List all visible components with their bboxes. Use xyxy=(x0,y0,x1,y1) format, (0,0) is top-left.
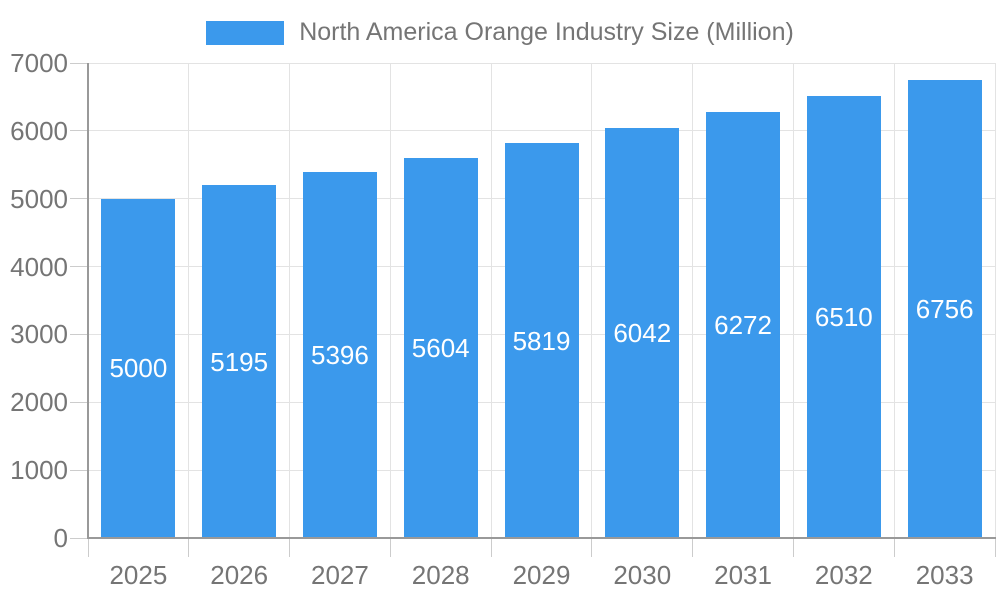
x-axis-tick-label: 2025 xyxy=(109,560,168,590)
y-axis-tick-label: 7000 xyxy=(10,48,68,78)
y-axis-tick xyxy=(70,62,88,64)
x-axis-tick-label: 2031 xyxy=(714,560,772,590)
bar-2032[interactable] xyxy=(806,96,881,538)
y-axis-tick xyxy=(70,537,88,539)
x-axis-tick xyxy=(591,538,593,557)
bar-value-label: 6756 xyxy=(915,293,974,324)
bar-2027[interactable] xyxy=(302,171,377,538)
y-axis-tick-label: 1000 xyxy=(10,455,68,486)
y-axis-line xyxy=(86,63,89,539)
bar-2030[interactable] xyxy=(605,128,680,538)
gridline-vertical xyxy=(792,63,794,538)
x-axis-tick xyxy=(490,538,492,557)
x-axis-tick xyxy=(994,538,996,557)
legend[interactable]: North America Orange Industry Size (Mill… xyxy=(0,18,1000,47)
gridline-vertical xyxy=(893,63,895,538)
x-axis-tick xyxy=(289,538,291,557)
bar-value-label: 5819 xyxy=(512,325,571,356)
y-axis-tick-label: 2000 xyxy=(10,387,68,418)
legend-swatch-icon[interactable] xyxy=(206,20,285,45)
x-axis-tick xyxy=(792,538,794,557)
y-axis-tick-label: 6000 xyxy=(10,115,68,146)
gridline-vertical xyxy=(289,63,291,538)
bar-2029[interactable] xyxy=(504,143,579,538)
x-axis-tick xyxy=(87,538,89,557)
x-axis-tick-label: 2028 xyxy=(411,560,470,590)
x-axis-tick-label: 2026 xyxy=(210,560,269,590)
x-axis-tick xyxy=(893,538,895,557)
bar-2028[interactable] xyxy=(403,157,478,538)
x-axis-tick-label: 2032 xyxy=(814,560,873,590)
bar-value-label: 5604 xyxy=(411,332,470,363)
x-axis-line xyxy=(86,537,996,539)
bar-2025[interactable] xyxy=(101,198,176,538)
gridline-vertical xyxy=(389,63,391,538)
gridline-horizontal xyxy=(88,130,995,132)
legend-label[interactable]: North America Orange Industry Size (Mill… xyxy=(299,18,794,46)
y-axis-tick xyxy=(70,469,88,471)
x-axis-tick xyxy=(188,538,190,557)
y-axis-tick-label: 5000 xyxy=(10,183,68,214)
y-axis-tick xyxy=(70,130,88,132)
y-axis-tick-label: 0 xyxy=(53,523,68,553)
x-axis-tick-label: 2029 xyxy=(512,560,571,590)
x-axis-tick xyxy=(389,538,391,557)
y-axis-tick xyxy=(70,401,88,403)
gridline-vertical xyxy=(591,63,593,538)
gridline-vertical xyxy=(188,63,190,538)
bar-value-label: 5000 xyxy=(109,353,168,384)
x-axis-tick xyxy=(692,538,694,557)
y-axis-tick xyxy=(70,266,88,268)
x-axis-tick-label: 2033 xyxy=(915,560,974,590)
bar-value-label: 6042 xyxy=(613,318,672,348)
bar-2031[interactable] xyxy=(706,112,781,538)
x-axis-tick-label: 2030 xyxy=(613,560,672,590)
y-axis-tick xyxy=(70,198,88,200)
y-axis-tick-label: 4000 xyxy=(10,251,68,282)
bar-value-label: 5396 xyxy=(311,339,369,370)
gridline-vertical xyxy=(692,63,694,538)
bar-2033[interactable] xyxy=(907,79,982,538)
x-axis-tick-label: 2027 xyxy=(311,560,369,590)
y-axis-tick xyxy=(70,333,88,335)
gridline-vertical xyxy=(490,63,492,538)
bar-value-label: 5195 xyxy=(210,346,269,377)
bar-2026[interactable] xyxy=(202,185,277,538)
bar-value-label: 6510 xyxy=(814,302,873,333)
bar-value-label: 6272 xyxy=(714,310,772,341)
gridline-vertical xyxy=(994,63,996,538)
gridline-horizontal xyxy=(88,62,995,64)
y-axis-tick-label: 3000 xyxy=(10,319,68,350)
